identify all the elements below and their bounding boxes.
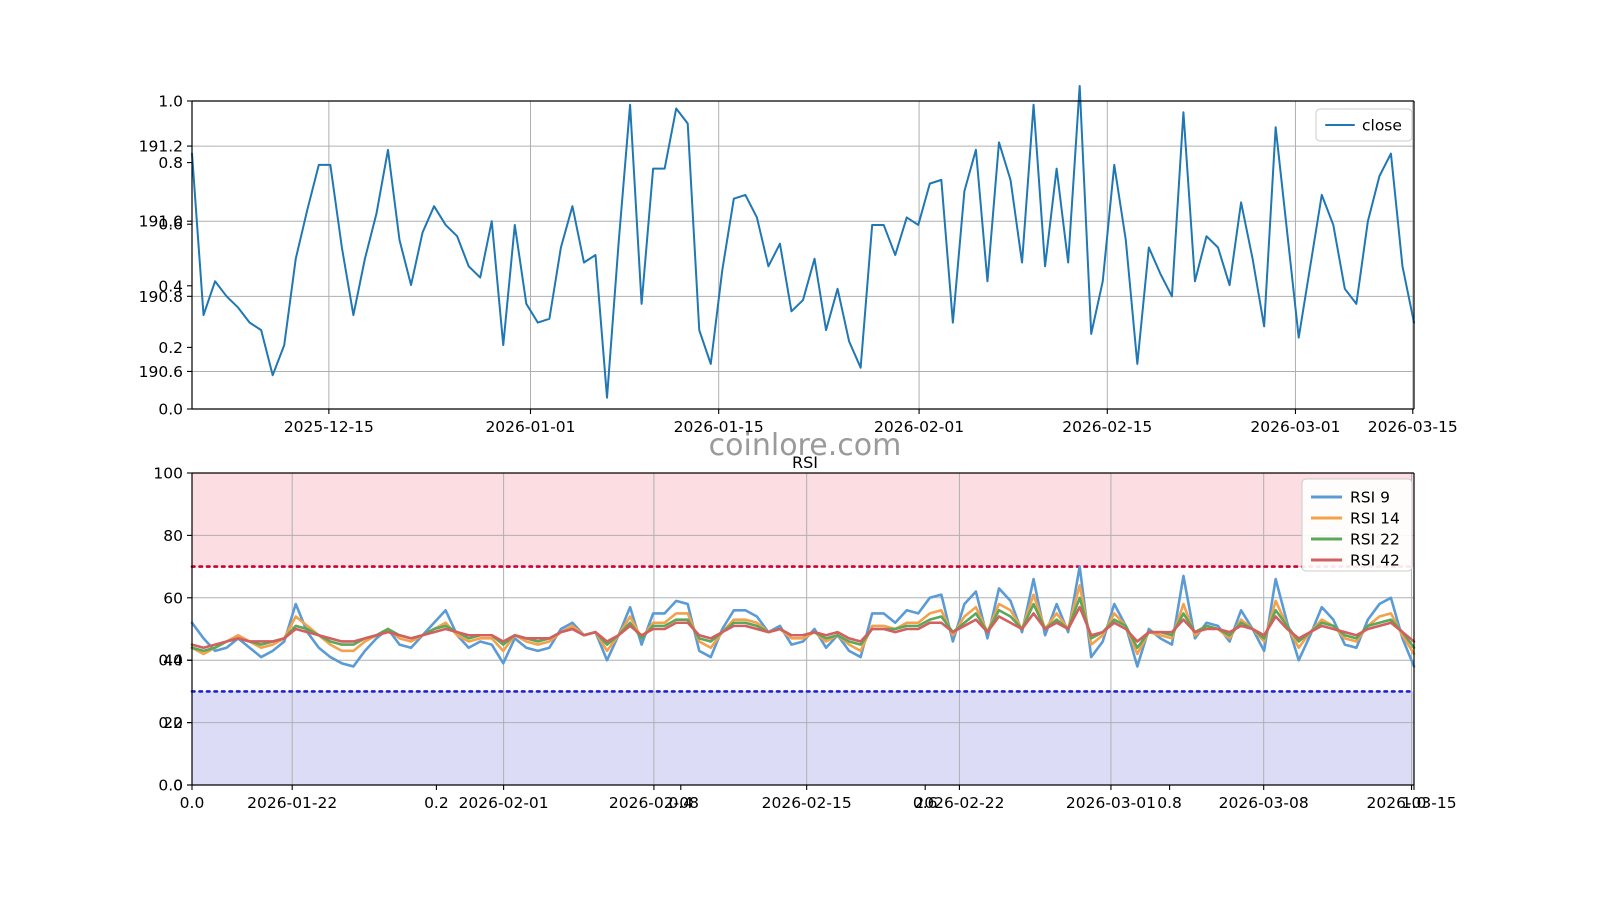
rsi-x-tick-label-overlay: 0.4 bbox=[668, 794, 693, 812]
rsi-y-tick-label: 20 bbox=[163, 714, 183, 732]
rsi-x-tick-label: 2026-01-22 bbox=[247, 794, 337, 812]
price-x-tick-label: 2026-01-15 bbox=[674, 418, 764, 436]
price-legend[interactable]: close bbox=[1315, 108, 1413, 142]
rsi-oversold-band bbox=[192, 691, 1414, 785]
rsi-tickmarks bbox=[187, 472, 1415, 790]
price-x-tick-label: 2026-01-01 bbox=[485, 418, 575, 436]
rsi-x-tick-label-overlay: 0.6 bbox=[913, 794, 938, 812]
price-y-tick-label-overlay: 0.4 bbox=[158, 277, 183, 295]
legend-label-close: close bbox=[1362, 117, 1402, 135]
price-axis-frame bbox=[191, 100, 1415, 410]
price-series-group bbox=[191, 84, 1415, 399]
legend-label-rsi-42: RSI 42 bbox=[1350, 552, 1400, 570]
price-y-tick-label-overlay: 1.0 bbox=[158, 93, 183, 111]
rsi-x-tick-label: 2026-02-01 bbox=[459, 794, 549, 812]
rsi-y-tick-label-overlay: 0.2 bbox=[158, 714, 183, 732]
rsi-y-axis-labels-overlay: 0.0 0.2 0.4 bbox=[158, 652, 183, 795]
rsi-x-tick-label: 2026-02-22 bbox=[914, 794, 1004, 812]
rsi-x-tick-label-overlay: 0.0 bbox=[180, 794, 205, 812]
rsi-legend[interactable]: RSI 9 RSI 14 RSI 22 RSI 42 bbox=[1301, 478, 1413, 572]
price-y-tick-label-overlay: 0.0 bbox=[158, 401, 183, 419]
price-y-tick-label: 191.0 bbox=[139, 213, 183, 231]
rsi-series-group bbox=[190, 565, 1416, 668]
rsi-x-tick-label-overlay: 0.2 bbox=[424, 794, 449, 812]
rsi-gridlines bbox=[192, 473, 1414, 785]
rsi-x-axis-labels: 2026-01-22 2026-02-01 2026-02-08 2026-02-15… bbox=[247, 794, 1456, 812]
price-y-tick-label-overlay: 0.8 bbox=[158, 154, 183, 172]
rsi-y-tick-label-overlay: 0.4 bbox=[158, 652, 183, 670]
price-x-tick-label: 2025-12-15 bbox=[284, 418, 374, 436]
rsi-y-tick-label: 80 bbox=[163, 527, 183, 545]
rsi-x-tick-label-overlay: 1.0 bbox=[1402, 794, 1427, 812]
price-y-tick-label: 190.8 bbox=[139, 288, 183, 306]
rsi-overbought-band bbox=[192, 473, 1414, 567]
price-x-axis-labels: 2025-12-15 2026-01-01 2026-01-15 2026-02-01… bbox=[284, 418, 1458, 436]
price-series-close bbox=[191, 84, 1415, 399]
price-y-tick-label-overlay: 0.2 bbox=[158, 339, 183, 357]
rsi-panel-title: RSI bbox=[792, 453, 818, 472]
rsi-x-tick-label-overlay: 0.8 bbox=[1157, 794, 1182, 812]
rsi-axis-frame bbox=[191, 472, 1415, 786]
price-y-tick-label: 191.2 bbox=[139, 138, 183, 156]
price-y-axis-labels-overlay: 0.0 0.2 0.4 0.6 0.8 1.0 bbox=[158, 93, 183, 419]
legend-label-rsi-14: RSI 14 bbox=[1350, 510, 1400, 528]
rsi-x-axis-labels-overlay: 0.0 0.2 0.4 0.6 0.8 1.0 bbox=[180, 794, 1427, 812]
price-plot-background bbox=[192, 101, 1414, 409]
price-y-tick-label-overlay: 0.6 bbox=[158, 216, 183, 234]
rsi-y-axis-labels: 0 20 40 60 80 100 bbox=[153, 465, 183, 795]
rsi-y-tick-label: 0 bbox=[173, 777, 183, 795]
rsi-x-tick-label: 2026-03-15 bbox=[1367, 794, 1457, 812]
rsi-x-tick-label: 2026-02-08 bbox=[609, 794, 699, 812]
rsi-y-tick-label: 100 bbox=[153, 465, 183, 483]
rsi-series-rsi-9 bbox=[190, 565, 1416, 668]
price-x-tick-label: 2026-03-01 bbox=[1250, 418, 1340, 436]
price-x-tick-label: 2026-03-15 bbox=[1368, 418, 1458, 436]
rsi-x-tick-label: 2026-02-15 bbox=[762, 794, 852, 812]
rsi-y-tick-label-overlay: 0.0 bbox=[158, 777, 183, 795]
rsi-y-tick-label: 40 bbox=[163, 652, 183, 670]
price-gridlines bbox=[192, 101, 1414, 409]
rsi-series-rsi-42 bbox=[190, 605, 1416, 650]
rsi-x-tick-label: 2026-03-08 bbox=[1219, 794, 1309, 812]
legend-label-rsi-9: RSI 9 bbox=[1350, 489, 1390, 507]
rsi-panel: 0 20 40 60 80 100 0.0 0.2 0.4 2026-01-22 2026-02… bbox=[153, 453, 1456, 812]
price-y-tick-label: 190.6 bbox=[139, 363, 183, 381]
price-y-axis-labels: 190.6 190.8 191.0 191.2 bbox=[139, 138, 183, 381]
rsi-x-tick-label: 2026-03-01 bbox=[1066, 794, 1156, 812]
price-x-tick-label: 2026-02-01 bbox=[874, 418, 964, 436]
legend-label-rsi-22: RSI 22 bbox=[1350, 531, 1400, 549]
watermark-text: coinlore.com bbox=[709, 428, 902, 463]
price-x-tick-label: 2026-02-15 bbox=[1062, 418, 1152, 436]
price-tickmarks bbox=[187, 100, 1414, 414]
rsi-y-tick-label: 60 bbox=[163, 589, 183, 607]
